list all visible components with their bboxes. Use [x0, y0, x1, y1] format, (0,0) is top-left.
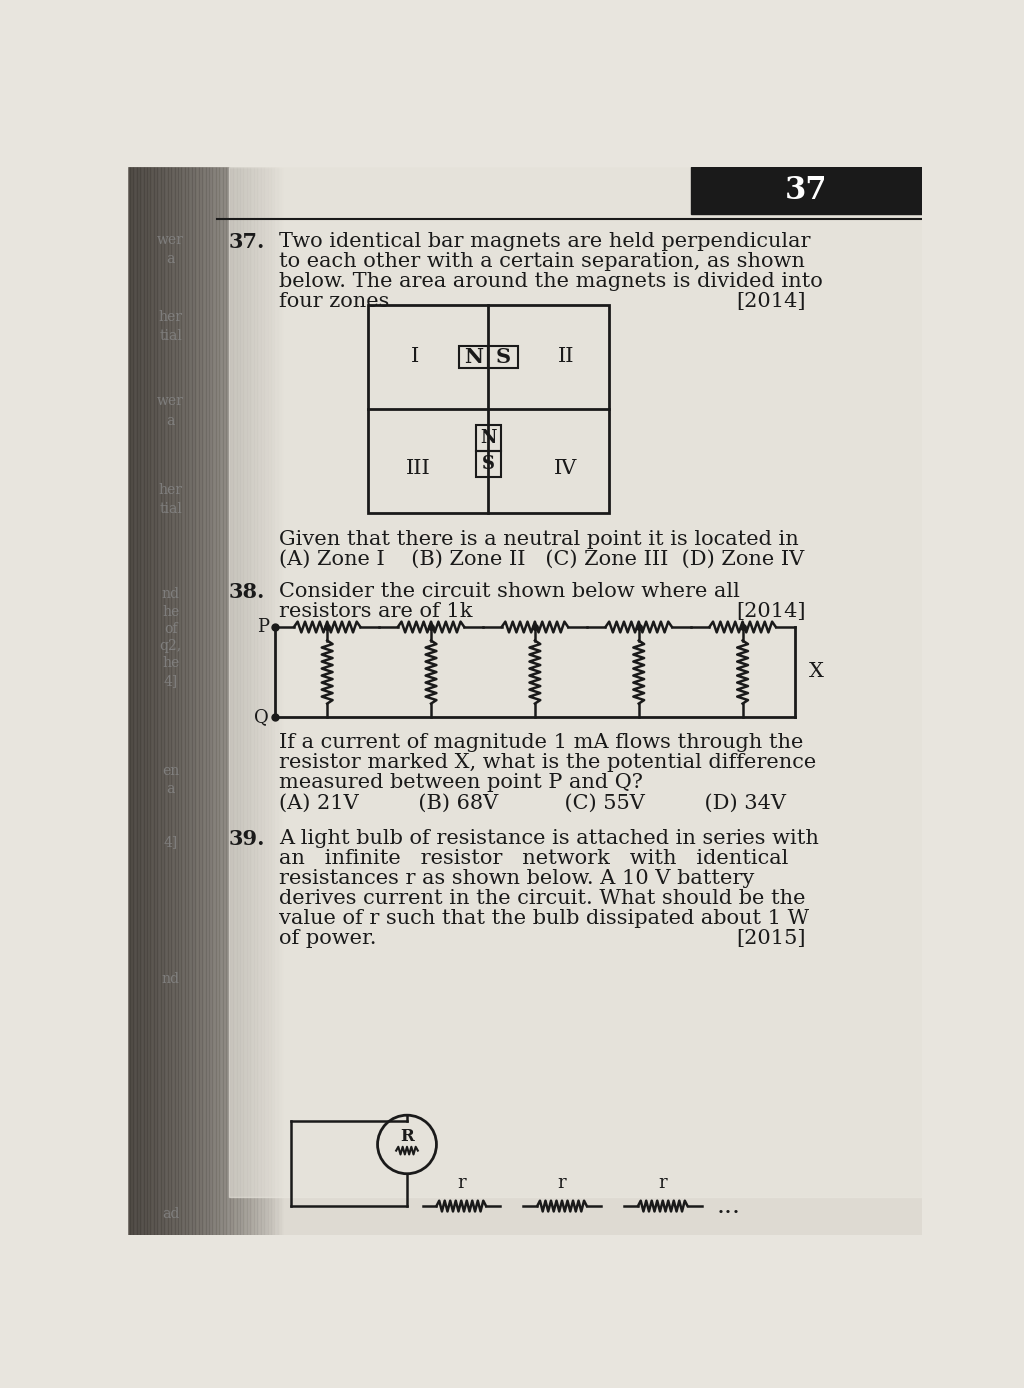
- Text: value of r such that the bulb dissipated about 1 W: value of r such that the bulb dissipated…: [280, 909, 809, 927]
- Text: IV: IV: [554, 459, 578, 477]
- Text: r: r: [457, 1174, 466, 1192]
- Text: he: he: [162, 657, 179, 670]
- Bar: [476, 451, 501, 477]
- Text: nd: nd: [162, 972, 179, 985]
- Text: P: P: [257, 618, 269, 636]
- Text: S: S: [482, 455, 495, 473]
- Text: her: her: [159, 310, 182, 323]
- Text: 38.: 38.: [228, 583, 265, 602]
- Text: A light bulb of resistance is attached in series with: A light bulb of resistance is attached i…: [280, 829, 819, 848]
- Text: II: II: [558, 347, 574, 366]
- Text: resistor marked X, what is the potential difference: resistor marked X, what is the potential…: [280, 754, 816, 772]
- Text: R: R: [400, 1128, 414, 1145]
- Text: of power.: of power.: [280, 929, 377, 948]
- Text: (A) 21V         (B) 68V          (C) 55V         (D) 34V: (A) 21V (B) 68V (C) 55V (D) 34V: [280, 794, 786, 812]
- Text: Given that there is a neutral point it is located in: Given that there is a neutral point it i…: [280, 530, 799, 550]
- Text: he: he: [162, 605, 179, 619]
- Text: resistors are of 1k: resistors are of 1k: [280, 602, 473, 622]
- Text: ad: ad: [162, 1206, 179, 1221]
- Text: N: N: [480, 429, 497, 447]
- Text: tial: tial: [159, 502, 182, 516]
- Text: q2,: q2,: [160, 638, 181, 652]
- Text: 4]: 4]: [164, 836, 178, 849]
- Text: wer: wer: [158, 233, 184, 247]
- Text: N: N: [464, 347, 483, 366]
- Text: resistances r as shown below. A 10 V battery: resistances r as shown below. A 10 V bat…: [280, 869, 755, 888]
- Text: 37.: 37.: [228, 232, 265, 253]
- Bar: [369, 305, 608, 514]
- Bar: [488, 346, 518, 368]
- Text: Two identical bar magnets are held perpendicular: Two identical bar magnets are held perpe…: [280, 232, 811, 251]
- Text: nd: nd: [162, 587, 179, 601]
- Text: [2014]: [2014]: [736, 291, 806, 311]
- Text: 4]: 4]: [164, 675, 178, 688]
- Text: Consider the circuit shown below where all: Consider the circuit shown below where a…: [280, 583, 740, 601]
- Text: measured between point P and Q?: measured between point P and Q?: [280, 773, 643, 793]
- Text: [2015]: [2015]: [736, 929, 806, 948]
- Text: derives current in the circuit. What should be the: derives current in the circuit. What sho…: [280, 888, 806, 908]
- Text: en: en: [162, 763, 179, 779]
- Text: to each other with a certain separation, as shown: to each other with a certain separation,…: [280, 253, 805, 271]
- Text: S: S: [496, 347, 511, 366]
- Text: of: of: [164, 622, 177, 636]
- Text: a: a: [167, 253, 175, 266]
- Text: a: a: [167, 414, 175, 428]
- Text: Q: Q: [254, 708, 269, 726]
- Bar: [476, 425, 501, 451]
- Text: below. The area around the magnets is divided into: below. The area around the magnets is di…: [280, 272, 823, 291]
- Text: her: her: [159, 483, 182, 497]
- Bar: [459, 346, 488, 368]
- Text: tial: tial: [159, 329, 182, 343]
- Text: wer: wer: [158, 394, 184, 408]
- Text: III: III: [407, 459, 431, 477]
- Text: If a current of magnitude 1 mA flows through the: If a current of magnitude 1 mA flows thr…: [280, 733, 804, 752]
- Bar: [690, 167, 922, 214]
- Text: [2014]: [2014]: [736, 602, 806, 622]
- Text: X: X: [809, 662, 823, 682]
- Text: an   infinite   resistor   network   with   identical: an infinite resistor network with identi…: [280, 849, 788, 868]
- Bar: [228, 167, 922, 1196]
- Text: (A) Zone I    (B) Zone II   (C) Zone III  (D) Zone IV: (A) Zone I (B) Zone II (C) Zone III (D) …: [280, 550, 805, 569]
- Text: r: r: [558, 1174, 566, 1192]
- Text: I: I: [411, 347, 419, 366]
- Text: a: a: [167, 781, 175, 795]
- Text: 39.: 39.: [228, 829, 265, 848]
- Text: four zones: four zones: [280, 291, 389, 311]
- Text: 37: 37: [784, 175, 827, 205]
- Text: r: r: [658, 1174, 667, 1192]
- Text: ...: ...: [717, 1195, 741, 1217]
